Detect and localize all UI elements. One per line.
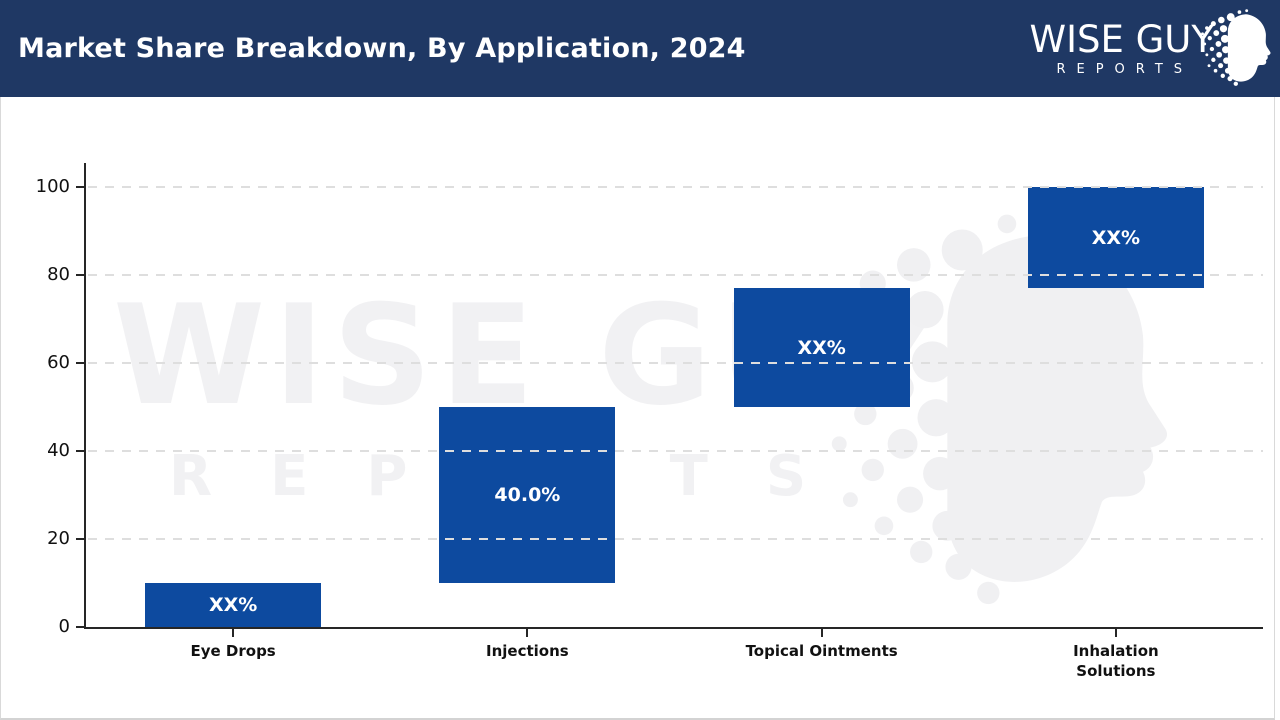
- x-tick-mark: [232, 629, 235, 637]
- y-tick-label: 0: [58, 616, 70, 637]
- y-gridline: [88, 538, 1263, 540]
- y-gridline: [88, 186, 1263, 188]
- logo-wordmark: WISE GUY: [1029, 17, 1214, 61]
- bar-value-label: XX%: [1091, 226, 1141, 249]
- category-label: Topical Ointments: [745, 642, 898, 660]
- x-tick-mark: [526, 629, 529, 637]
- bar-value-label: XX%: [797, 336, 846, 359]
- page-title: Market Share Breakdown, By Application, …: [18, 33, 746, 64]
- chart-canvas: WISE GUY REPORTS XX%40.0%XX%XX%020406080…: [0, 97, 1275, 720]
- bar-value-label: XX%: [208, 594, 258, 616]
- y-tick-mark: [76, 186, 84, 188]
- x-tick-mark: [820, 629, 823, 637]
- y-tick-label: 20: [47, 528, 70, 549]
- y-tick-mark: [76, 626, 84, 628]
- y-gridline: [88, 274, 1263, 276]
- y-tick-mark: [76, 450, 84, 452]
- header-bar: Market Share Breakdown, By Application, …: [0, 0, 1280, 97]
- y-tick-mark: [76, 538, 84, 540]
- category-label: Inhalation Solutions: [1073, 642, 1159, 680]
- y-tick-label: 80: [47, 264, 70, 285]
- bar-segment: 40.0%: [439, 407, 616, 583]
- y-gridline: [88, 362, 1263, 364]
- x-axis-spine: [84, 627, 1263, 629]
- bar-segment: XX%: [145, 583, 322, 627]
- y-gridline: [88, 450, 1263, 452]
- y-axis-spine: [84, 163, 86, 629]
- bar-segment: XX%: [733, 288, 910, 407]
- y-tick-label: 100: [35, 176, 70, 197]
- bar-segment: XX%: [1027, 187, 1204, 289]
- plot-area: XX% 40.0% XX% XX% 0 20 40 60 80 100 Eye Drops Injec…: [1, 97, 1274, 718]
- y-tick-label: 60: [47, 352, 70, 373]
- wiseguy-logo: WISE GUY REPORTS: [1030, 8, 1272, 89]
- bar-value-label: 40.0%: [494, 484, 561, 506]
- y-tick-mark: [76, 362, 84, 364]
- x-tick-mark: [1114, 629, 1117, 637]
- y-tick-label: 40: [47, 440, 70, 461]
- category-label: Injections: [486, 642, 569, 660]
- y-tick-mark: [76, 274, 84, 276]
- logo-subtitle: REPORTS: [1056, 61, 1194, 77]
- logo-text: WISE GUY REPORTS: [1030, 21, 1214, 77]
- category-label: Eye Drops: [190, 642, 276, 660]
